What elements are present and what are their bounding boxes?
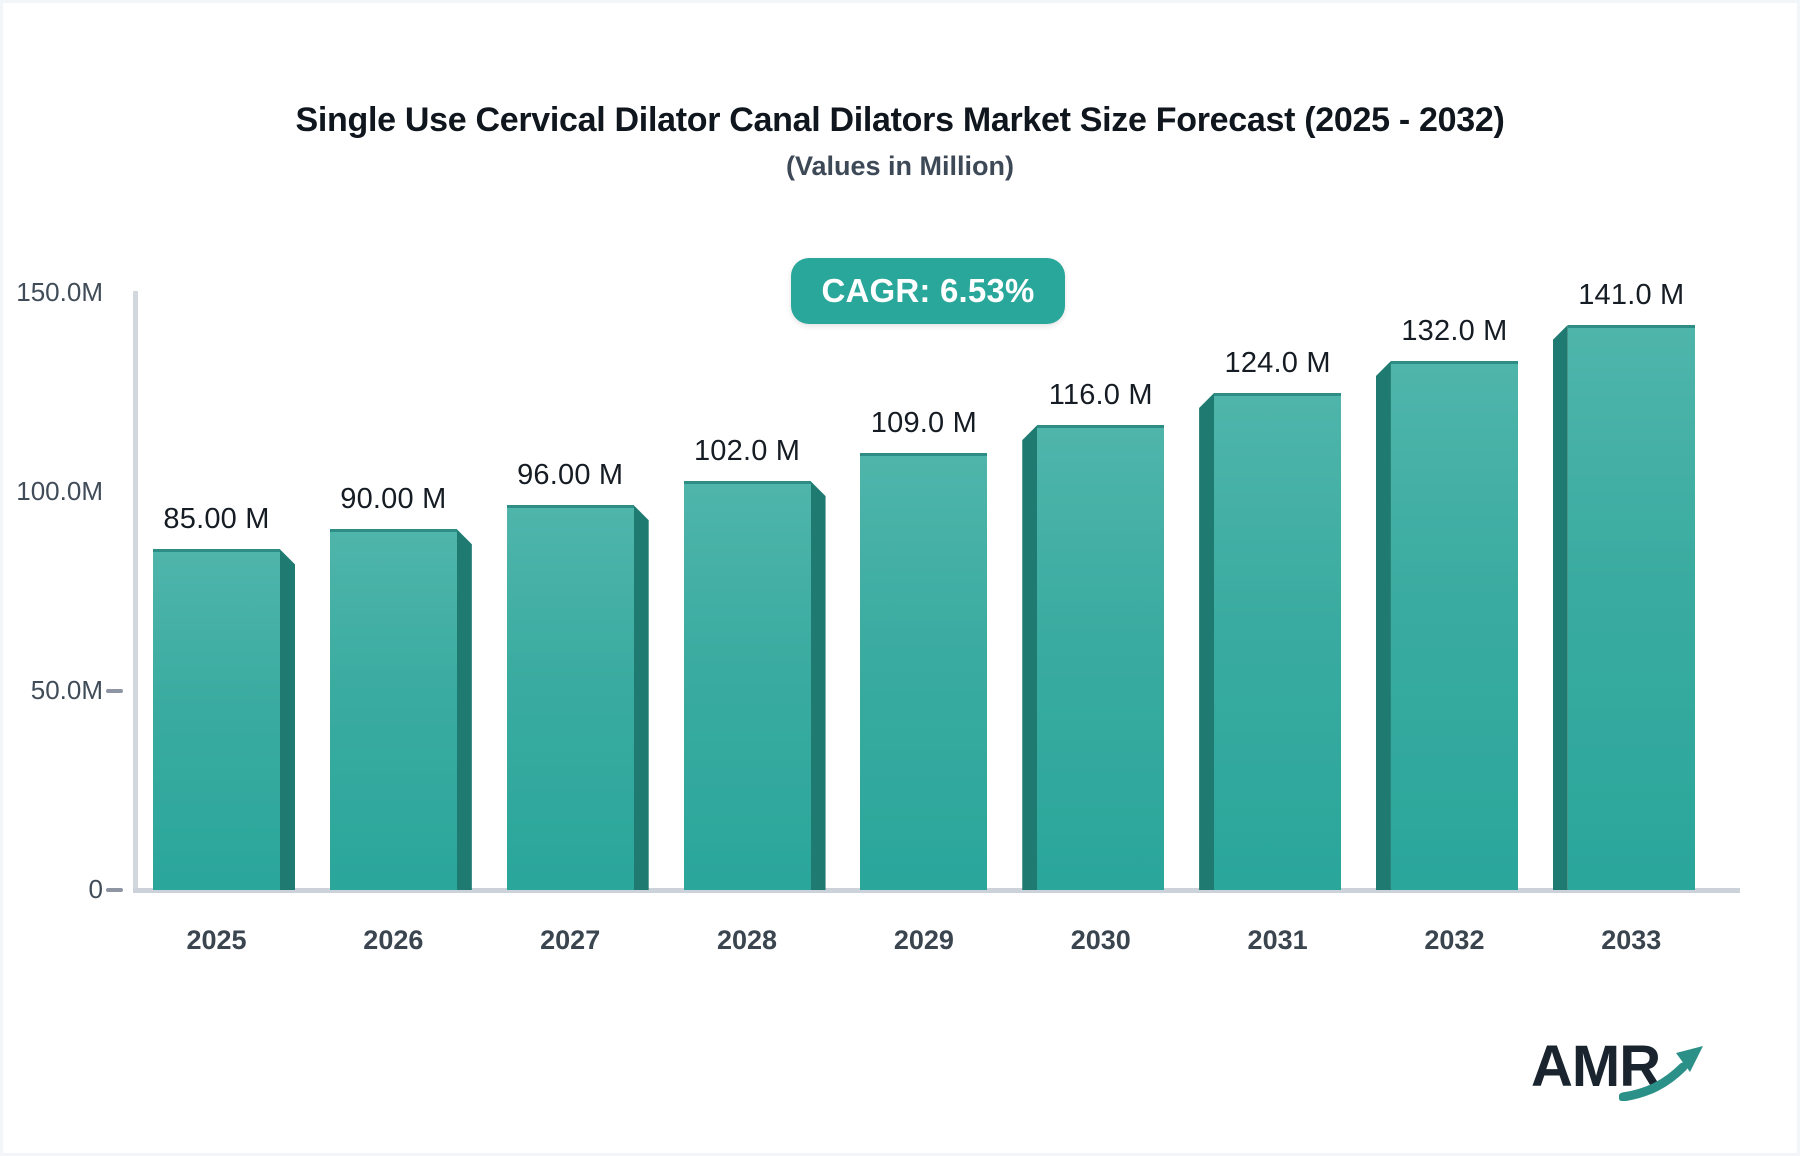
cagr-badge: CAGR: 6.53% (791, 258, 1065, 324)
chart-title: Single Use Cervical Dilator Canal Dilato… (295, 101, 1505, 139)
bar-2025 (153, 549, 280, 890)
amr-logo-text: AMR (1531, 1034, 1661, 1099)
x-axis-label-2029: 2029 (893, 925, 954, 955)
bar-value-label-2026: 90.00 M (340, 483, 447, 516)
bar-2026 (329, 529, 457, 890)
bar-value-label-2033: 141.0 M (1578, 278, 1685, 311)
bar-value-label-2027: 96.00 M (517, 459, 624, 492)
bar-2031 (1214, 393, 1342, 890)
bar-2029 (860, 453, 988, 890)
x-axis-label-2025: 2025 (186, 925, 247, 955)
bar-value-label-2025: 85.00 M (163, 503, 270, 536)
y-tick-mark (106, 689, 123, 693)
bar-2033 (1567, 324, 1695, 890)
bar-side-panel-2030 (1022, 425, 1038, 890)
y-axis-line (133, 291, 138, 892)
x-axis-label-2027: 2027 (540, 925, 601, 955)
bar-2027 (506, 505, 634, 890)
bar-value-label-2031: 124.0 M (1224, 347, 1331, 379)
bar-side-panel-2026 (456, 529, 472, 890)
bar-2028 (683, 481, 811, 890)
bar-side-panel-2033 (1552, 324, 1568, 890)
y-tick-label-0: 0 (88, 874, 103, 904)
x-axis-baseline (133, 888, 1740, 893)
x-axis-label-2026: 2026 (363, 925, 424, 955)
y-tick-label-50.0M: 50.0M (30, 675, 103, 705)
x-axis-label-2032: 2032 (1424, 925, 1485, 955)
bar-value-label-2032: 132.0 M (1401, 314, 1508, 347)
bar-side-panel-2028 (810, 481, 826, 890)
y-tick-label-150.0M: 150.0M (16, 277, 103, 307)
bar-side-panel-2027 (633, 505, 649, 890)
cagr-badge-label: CAGR: 6.53% (821, 272, 1035, 309)
x-axis-label-2031: 2031 (1247, 925, 1308, 955)
bar-side-panel-2031 (1199, 393, 1215, 890)
bar-value-label-2030: 116.0 M (1048, 379, 1153, 412)
growth-arrow-icon (1619, 1046, 1703, 1101)
y-tick-mark (106, 888, 123, 892)
bar-value-label-2029: 109.0 M (870, 407, 977, 440)
chart-subtitle: (Values in Million) (785, 151, 1015, 181)
bar-side-panel-2025 (280, 549, 295, 890)
bar-value-label-2028: 102.0 M (693, 435, 801, 468)
x-axis-label-2030: 2030 (1070, 925, 1131, 955)
x-axis-label-2033: 2033 (1601, 925, 1662, 955)
x-axis-label-2028: 2028 (717, 925, 778, 955)
bar-side-panel-2032 (1375, 360, 1391, 890)
bar-2030 (1037, 425, 1165, 890)
y-tick-label-100.0M: 100.0M (16, 476, 103, 506)
bar-2032 (1390, 360, 1518, 890)
